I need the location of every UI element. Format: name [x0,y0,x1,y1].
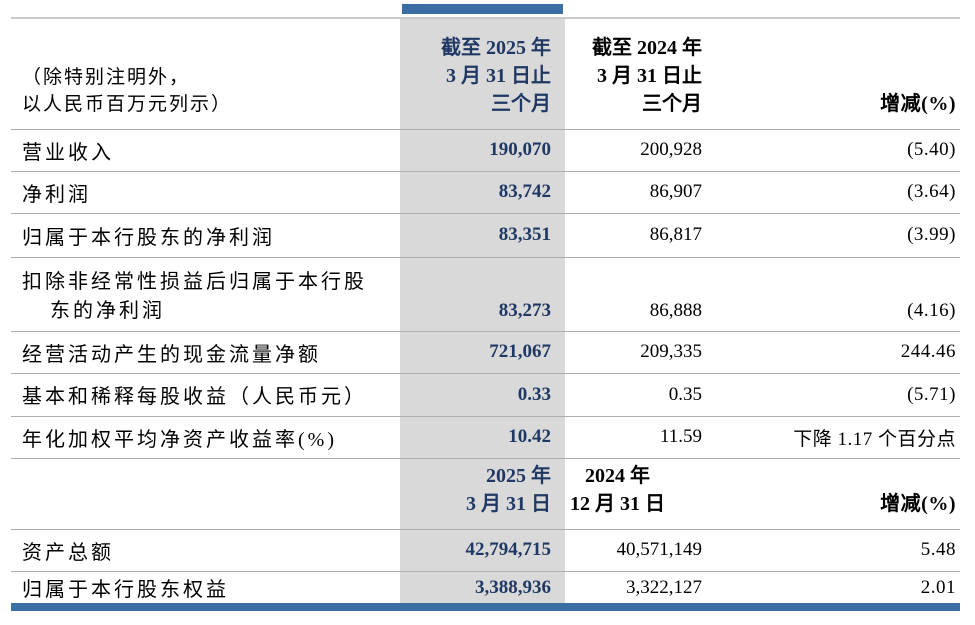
column-header-q1-2025: 截至 2025 年 3 月 31 日止 三个月 [400,18,565,130]
q2025-line2: 3 月 31 日止 [446,64,551,87]
value-2025: 3,388,936 [400,571,565,604]
value-2024: 86,817 [565,213,710,258]
value-2024: 11.59 [565,416,710,459]
value-2025: 42,794,715 [400,529,565,572]
row-label: 年化加权平均净资产收益率(%) [11,416,400,459]
d2024-line1: 2024 年 [585,464,650,487]
value-2025: 0.33 [400,373,565,417]
table-row: 经营活动产生的现金流量净额 721,067 209,335 244.46 [11,331,960,374]
table-bottom-accent-bar [11,603,960,611]
row-label-line2: 东的净利润 [50,300,165,322]
units-note-line1: （除特别注明外， [22,66,191,88]
value-2024: 200,928 [565,129,710,172]
row-label: 经营活动产生的现金流量净额 [11,331,400,374]
table-row: 扣除非经常性损益后归属于本行股 东的净利润 83,273 86,888 (4.1… [11,257,960,332]
table-row: 归属于本行股东的净利润 83,351 86,817 (3.99) [11,213,960,258]
row-label: 基本和稀释每股收益（人民币元） [11,373,400,417]
q2025-line3: 三个月 [491,92,551,115]
financial-summary-table: （除特别注明外， 以人民币百万元列示） 截至 2025 年 3 月 31 日止 … [11,17,960,604]
value-2024: 3,322,127 [626,576,702,598]
table-row: 基本和稀释每股收益（人民币元） 0.33 0.35 (5.71) [11,373,960,417]
value-2025: 83,351 [400,213,565,258]
value-2024: 209,335 [565,331,710,374]
table-row: 年化加权平均净资产收益率(%) 10.42 11.59 下降 1.17 个百分点 [11,416,960,459]
column-header-2024-12-31: 2024 年 12 月 31 日 [565,458,710,530]
table-row: 资产总额 42,794,715 40,571,149 5.48 [11,529,960,572]
row-label: 资产总额 [11,529,400,572]
q2025-line1: 截至 2025 年 [441,36,551,59]
change-value: 244.46 [710,331,960,374]
table-row: 营业收入 190,070 200,928 (5.40) [11,129,960,172]
change-value: (3.64) [710,171,960,214]
d2025-line1: 2025 年 [486,464,551,487]
units-note: （除特别注明外， 以人民币百万元列示） [11,18,400,130]
change-value: (4.16) [710,257,960,332]
row-label: 归属于本行股东的净利润 [11,213,400,258]
change-value: (3.99) [710,213,960,258]
value-2024: 0.35 [565,373,710,417]
change-value: 下降 1.17 个百分点 [710,416,960,459]
value-2025: 10.42 [400,416,565,459]
row-label: 扣除非经常性损益后归属于本行股 东的净利润 [11,257,400,332]
column-header-2025-03-31: 2025 年 3 月 31 日 [400,458,565,530]
row-label: 营业收入 [11,129,400,172]
d2024-line2: 12 月 31 日 [570,492,665,515]
change-value: 2.01 [920,576,956,598]
q2024-line3: 三个月 [642,92,702,115]
period-header-row: （除特别注明外， 以人民币百万元列示） 截至 2025 年 3 月 31 日止 … [11,18,960,130]
row-label-line1: 扣除非经常性损益后归属于本行股 [22,271,367,293]
balance-header-spacer [11,458,400,530]
value-2024: 86,888 [565,257,710,332]
q2024-line2: 3 月 31 日止 [597,64,702,87]
value-2024: 86,907 [565,171,710,214]
table-row: 净利润 83,742 86,907 (3.64) [11,171,960,214]
units-note-line2: 以人民币百万元列示） [22,93,233,115]
highlight-column-accent-bar [402,4,563,14]
change-value: (5.40) [710,129,960,172]
value-2025: 83,742 [400,171,565,214]
value-2025: 721,067 [400,331,565,374]
change-value: 5.48 [710,529,960,572]
value-2025: 190,070 [400,129,565,172]
row-label: 归属于本行股东权益 [22,579,229,602]
column-header-change: 增减(%) [710,18,960,130]
row-label: 净利润 [11,171,400,214]
d2025-line2: 3 月 31 日 [466,492,551,515]
value-2025: 83,273 [400,257,565,332]
change-value: (5.71) [710,373,960,417]
column-header-q1-2024: 截至 2024 年 3 月 31 日止 三个月 [565,18,710,130]
value-2024: 40,571,149 [565,529,710,572]
balance-header-row: 2025 年 3 月 31 日 2024 年 12 月 31 日 增减(%) [11,458,960,530]
column-header-change-2: 增减(%) [710,458,960,530]
table-row: 归属于本行股东权益 3,388,936 3,322,127 2.01 [11,571,960,604]
q2024-line1: 截至 2024 年 [592,36,702,59]
